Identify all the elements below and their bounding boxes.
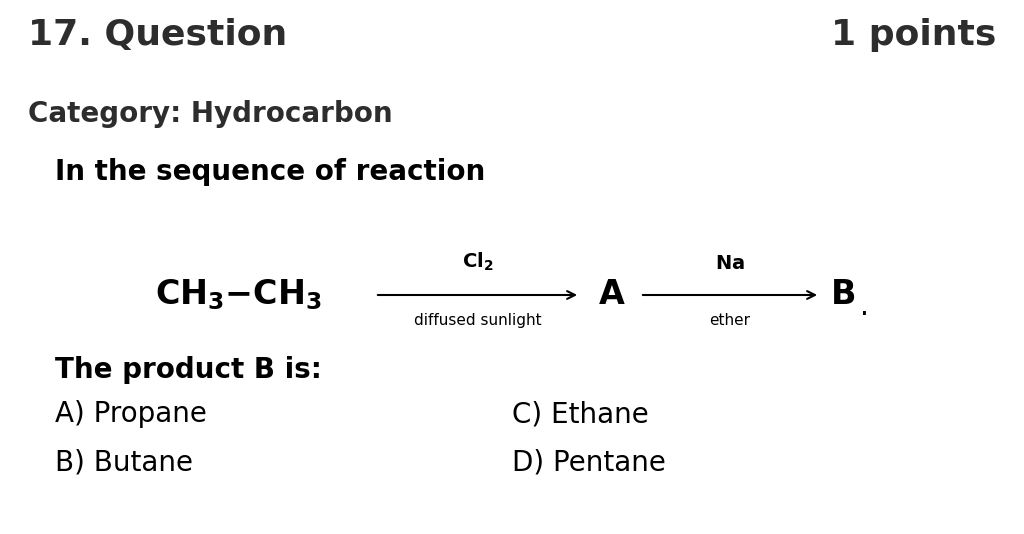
Text: $\mathbf{CH_3{-}CH_3}$: $\mathbf{CH_3{-}CH_3}$ — [155, 278, 323, 312]
Text: A) Propane: A) Propane — [55, 400, 207, 428]
Text: diffused sunlight: diffused sunlight — [414, 313, 542, 328]
Text: Category: Hydrocarbon: Category: Hydrocarbon — [28, 100, 392, 128]
Text: 17. Question: 17. Question — [28, 18, 288, 52]
Text: C) Ethane: C) Ethane — [512, 400, 649, 428]
Text: .: . — [860, 293, 869, 321]
Text: 1 points: 1 points — [830, 18, 996, 52]
Text: $\mathbf{Cl_2}$: $\mathbf{Cl_2}$ — [462, 250, 494, 273]
Text: $\mathbf{B}$: $\mathbf{B}$ — [830, 279, 855, 311]
Text: The product B is:: The product B is: — [55, 356, 322, 384]
Text: $\mathbf{Na}$: $\mathbf{Na}$ — [715, 254, 745, 273]
Text: D) Pentane: D) Pentane — [512, 448, 666, 476]
Text: In the sequence of reaction: In the sequence of reaction — [55, 158, 485, 186]
Text: $\mathbf{A}$: $\mathbf{A}$ — [598, 279, 626, 311]
Text: B) Butane: B) Butane — [55, 448, 193, 476]
Text: ether: ether — [710, 313, 751, 328]
